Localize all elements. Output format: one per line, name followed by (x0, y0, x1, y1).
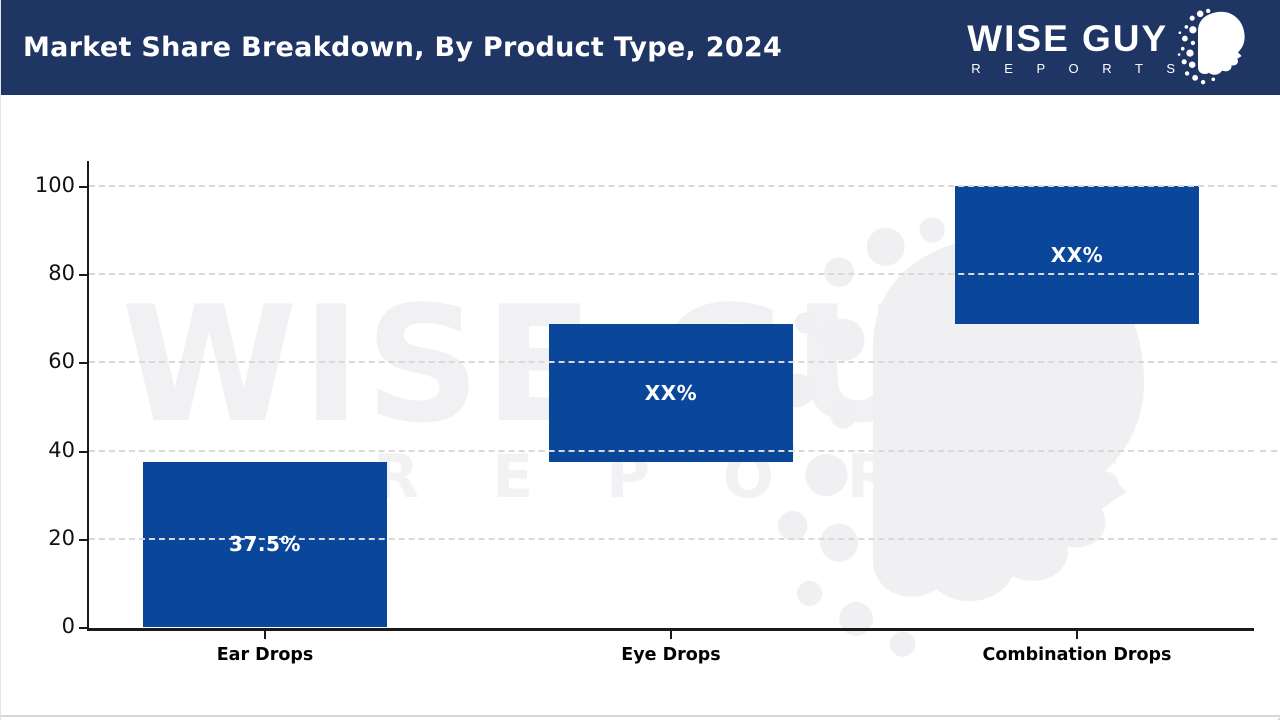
logo-wordmark: WISE GUY (967, 18, 1169, 59)
wise-guy-logo: WISE GUY R E P O R T S (967, 8, 1255, 88)
bar-value-label: XX% (644, 380, 698, 405)
x-tick-0 (264, 631, 266, 639)
y-axis-line (87, 161, 89, 630)
y-tick-80 (79, 274, 87, 277)
bar-value-label: 37.5% (229, 532, 301, 557)
category-label-2: Combination Drops (982, 645, 1172, 665)
gridline-y-20 (89, 537, 1254, 540)
y-tick-100 (79, 186, 87, 188)
gridline-right-margin-60 (1260, 361, 1277, 364)
bar-eye-drops (549, 323, 793, 462)
y-tick-label-60: 60 (48, 349, 75, 374)
y-tick-label-80: 80 (48, 261, 75, 286)
watermark-face-icon (773, 217, 1145, 657)
y-tick-label-0: 0 (61, 614, 75, 638)
y-tick-40 (79, 450, 87, 453)
y-tick-0 (79, 627, 87, 629)
gridline-right-margin-40 (1260, 449, 1277, 452)
gridline-right-margin-100 (1260, 185, 1277, 187)
gridline-y-100 (89, 185, 1254, 187)
x-axis-line (87, 628, 1254, 631)
bar-combination-drops (955, 186, 1199, 324)
x-tick-1 (670, 631, 672, 639)
y-tick-60 (79, 362, 87, 365)
plot-area: WISE GUY R E P O R T S 0 20 40 60 80 100 37.5%… (1, 95, 1280, 718)
logo-face-icon (1177, 8, 1245, 84)
y-tick-label-20: 20 (48, 525, 75, 550)
gridline-y-40 (89, 449, 1254, 452)
gridline-y-60 (89, 361, 1254, 364)
logo-text: WISE GUY R E P O R T S (967, 20, 1185, 75)
x-tick-2 (1076, 631, 1078, 639)
category-label-0: Ear Drops (216, 645, 314, 665)
bar-value-label: XX% (1050, 242, 1104, 267)
category-label-1: Eye Drops (621, 645, 721, 665)
y-tick-label-40: 40 (48, 437, 75, 462)
gridline-right-margin-20 (1260, 537, 1277, 540)
logo-subtitle: R E P O R T S (971, 61, 1185, 76)
y-tick-20 (79, 538, 87, 541)
header-bar: Market Share Breakdown, By Product Type,… (1, 0, 1280, 95)
y-tick-label-100: 100 (34, 173, 75, 197)
bar-ear-drops (143, 461, 387, 627)
gridline-y-80 (89, 273, 1254, 276)
page-bottom-border (1, 715, 1280, 717)
chart-title: Market Share Breakdown, By Product Type,… (23, 32, 783, 63)
gridline-right-margin-80 (1260, 273, 1277, 276)
